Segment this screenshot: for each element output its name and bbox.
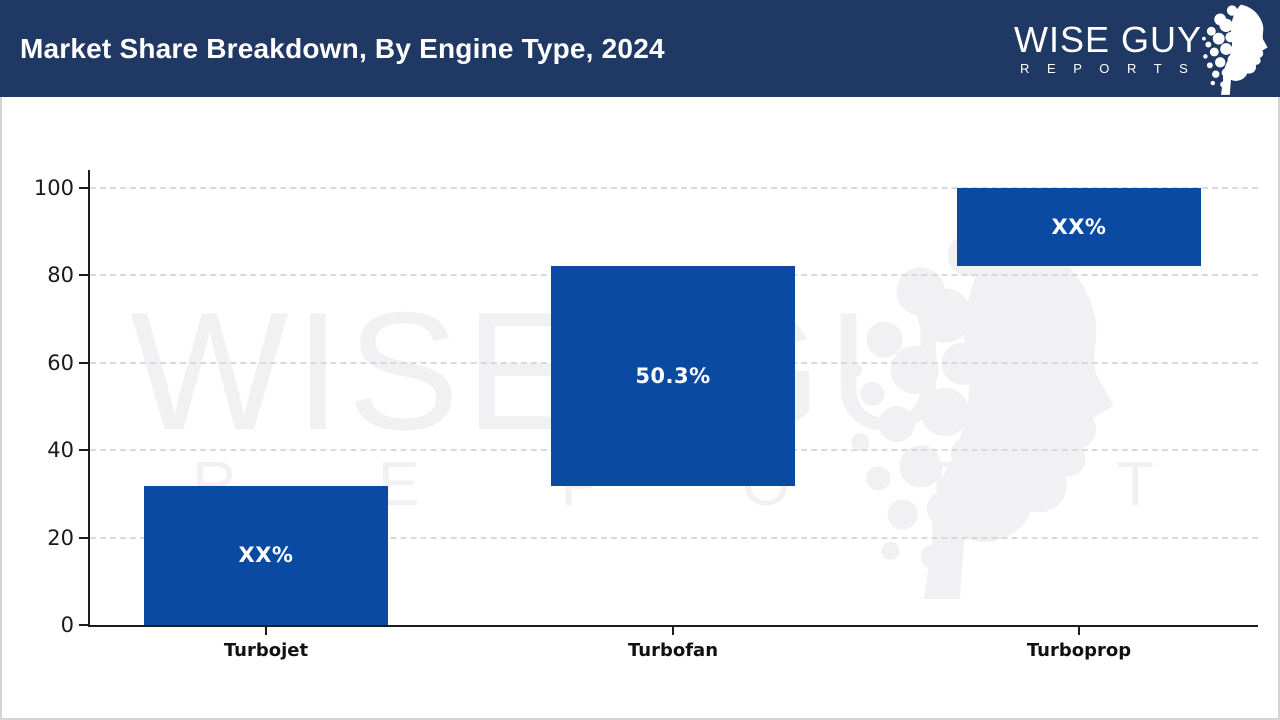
chart-area: WISE GUY R E P O R T S 020406080100XX%50… (0, 97, 1280, 720)
y-tick-label-60: 60 (47, 350, 74, 375)
bar-value-label: 50.3% (635, 363, 711, 388)
y-tick-label-80: 80 (47, 263, 74, 287)
y-tick-40 (79, 449, 89, 451)
logo-text: WISE GUY R E P O R T S (1013, 18, 1202, 77)
y-tick-20 (79, 536, 89, 539)
dotted-head-icon (1202, 4, 1268, 95)
logo-subtitle: R E P O R T S (1019, 60, 1195, 76)
bar-value-label: XX% (238, 543, 294, 568)
y-tick-label-0: 0 (60, 613, 74, 637)
page-title: Market Share Breakdown, By Engine Type, … (20, 32, 665, 64)
y-tick-label-100: 100 (33, 175, 74, 200)
y-tick-60 (79, 361, 89, 364)
y-tick-label-40: 40 (47, 438, 74, 462)
bar-turbojet: XX% (144, 485, 388, 625)
y-axis-line (88, 170, 90, 627)
x-category-label-turboprop: Turboprop (1026, 640, 1132, 661)
gridline-20 (90, 536, 1258, 539)
wise-guy-logo: WISE GUY R E P O R T S (1014, 0, 1272, 97)
y-tick-0 (79, 624, 89, 626)
x-tick-turbofan (672, 627, 674, 635)
y-tick-80 (79, 274, 89, 276)
x-tick-turboprop (1078, 627, 1080, 635)
bar-turboprop: XX% (957, 187, 1201, 266)
x-category-label-turbofan: Turbofan (627, 640, 719, 661)
y-tick-100 (79, 186, 89, 189)
logo-name: WISE GUY (1013, 18, 1202, 60)
header-bar: Market Share Breakdown, By Engine Type, … (0, 0, 1280, 97)
bar-value-label: XX% (1051, 214, 1107, 239)
x-tick-turbojet (265, 627, 267, 635)
y-tick-label-20: 20 (47, 525, 74, 550)
plot: 0 20 40 60 80 100 XX% 50.3% XX% Turbojet Turbofan T… (2, 97, 1280, 720)
bar-turbofan: 50.3% (551, 265, 795, 486)
x-category-label-turbojet: Turbojet (223, 640, 309, 661)
x-axis-line (88, 625, 1258, 627)
gridline-100 (90, 186, 1258, 189)
